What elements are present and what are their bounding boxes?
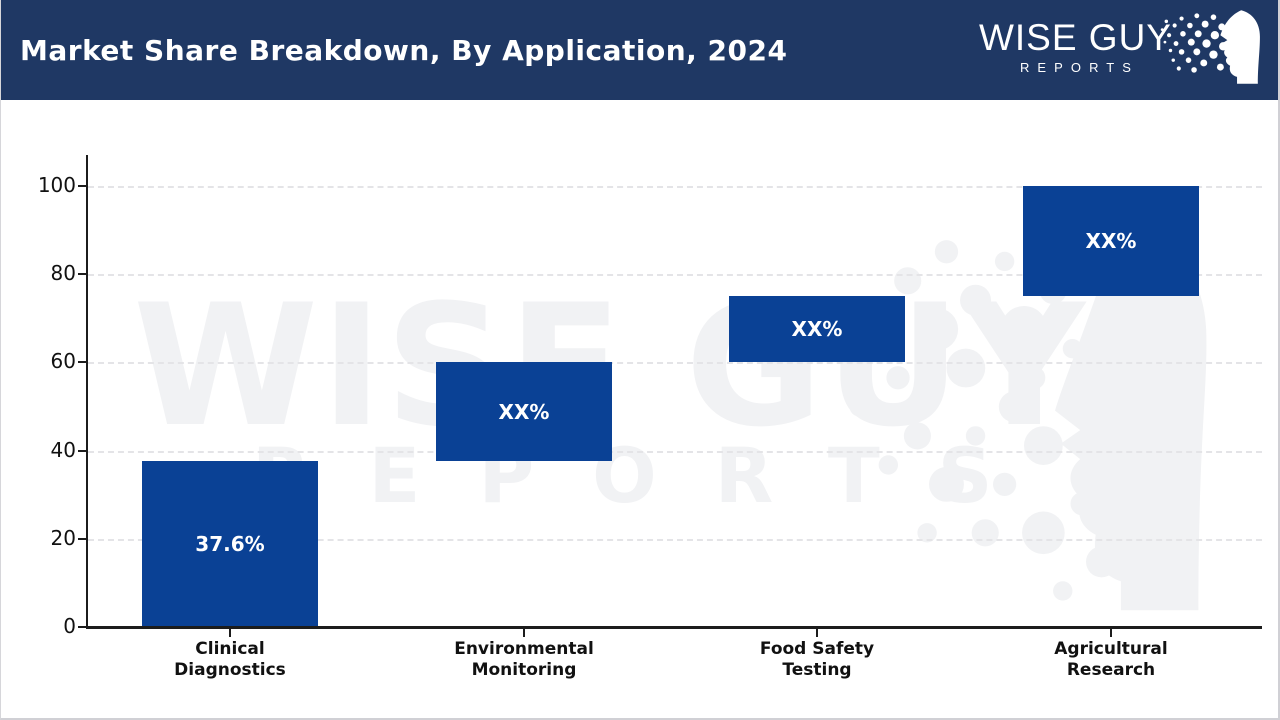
watermark-text-line2: REPORTS (252, 431, 1051, 520)
gridline-y20 (88, 538, 1262, 541)
brand-logo-text: WISE GUY REPORTS (978, 17, 1172, 75)
x-tick-food-safety-testing (816, 628, 818, 637)
bar-value-label-agricultural-research: XX% (1085, 229, 1137, 254)
x-category-label-food-safety-testing: Food Safety Testing (759, 639, 875, 680)
y-tick-0 (78, 626, 87, 628)
y-tick-100 (78, 185, 87, 187)
watermark-head-profile-icon (849, 222, 1207, 611)
y-tick-20 (78, 537, 87, 540)
y-tick-label-20: 20 (50, 525, 76, 550)
bar-clinical-diagnostics: 37.6% (142, 461, 318, 627)
brand-logo: WISE GUY REPORTS (979, 8, 1262, 86)
y-tick-60 (78, 361, 87, 364)
y-tick-label-80: 80 (50, 261, 76, 286)
brand-logo-line2: REPORTS (1019, 59, 1140, 75)
x-tick-agricultural-research (1110, 628, 1112, 637)
gridline-y60 (88, 362, 1262, 365)
x-tick-environmental-monitoring (523, 628, 525, 637)
bar-agricultural-research: XX% (1023, 186, 1199, 297)
brand-logo-line1: WISE GUY (978, 17, 1172, 59)
x-category-label-clinical-diagnostics: Clinical Diagnostics (174, 639, 286, 680)
bar-value-label-environmental-monitoring: XX% (498, 399, 550, 424)
y-tick-80 (78, 273, 87, 276)
bar-value-label-clinical-diagnostics: 37.6% (195, 532, 265, 557)
header-bar: Market Share Breakdown, By Application, … (0, 0, 1280, 100)
y-tick-label-0: 0 (63, 614, 76, 638)
y-tick-label-60: 60 (50, 349, 76, 374)
gridline-y100 (88, 186, 1262, 188)
bar-food-safety-testing: XX% (729, 296, 905, 363)
gridline-y40 (88, 450, 1262, 453)
gridline-y80 (88, 274, 1262, 277)
bar-value-label-food-safety-testing: XX% (791, 317, 843, 342)
page-title: Market Share Breakdown, By Application, … (20, 33, 788, 67)
brand-head-profile-icon (1160, 10, 1260, 84)
y-tick-40 (78, 449, 87, 452)
x-category-label-agricultural-research: Agricultural Research (1054, 639, 1168, 680)
y-tick-label-100: 100 (37, 173, 76, 197)
y-axis-line (86, 155, 88, 627)
x-category-label-environmental-monitoring: Environmental Monitoring (454, 639, 594, 680)
x-axis-line (86, 626, 1262, 629)
x-tick-clinical-diagnostics (229, 628, 231, 637)
y-tick-label-40: 40 (50, 437, 76, 462)
bar-environmental-monitoring: XX% (436, 362, 612, 462)
